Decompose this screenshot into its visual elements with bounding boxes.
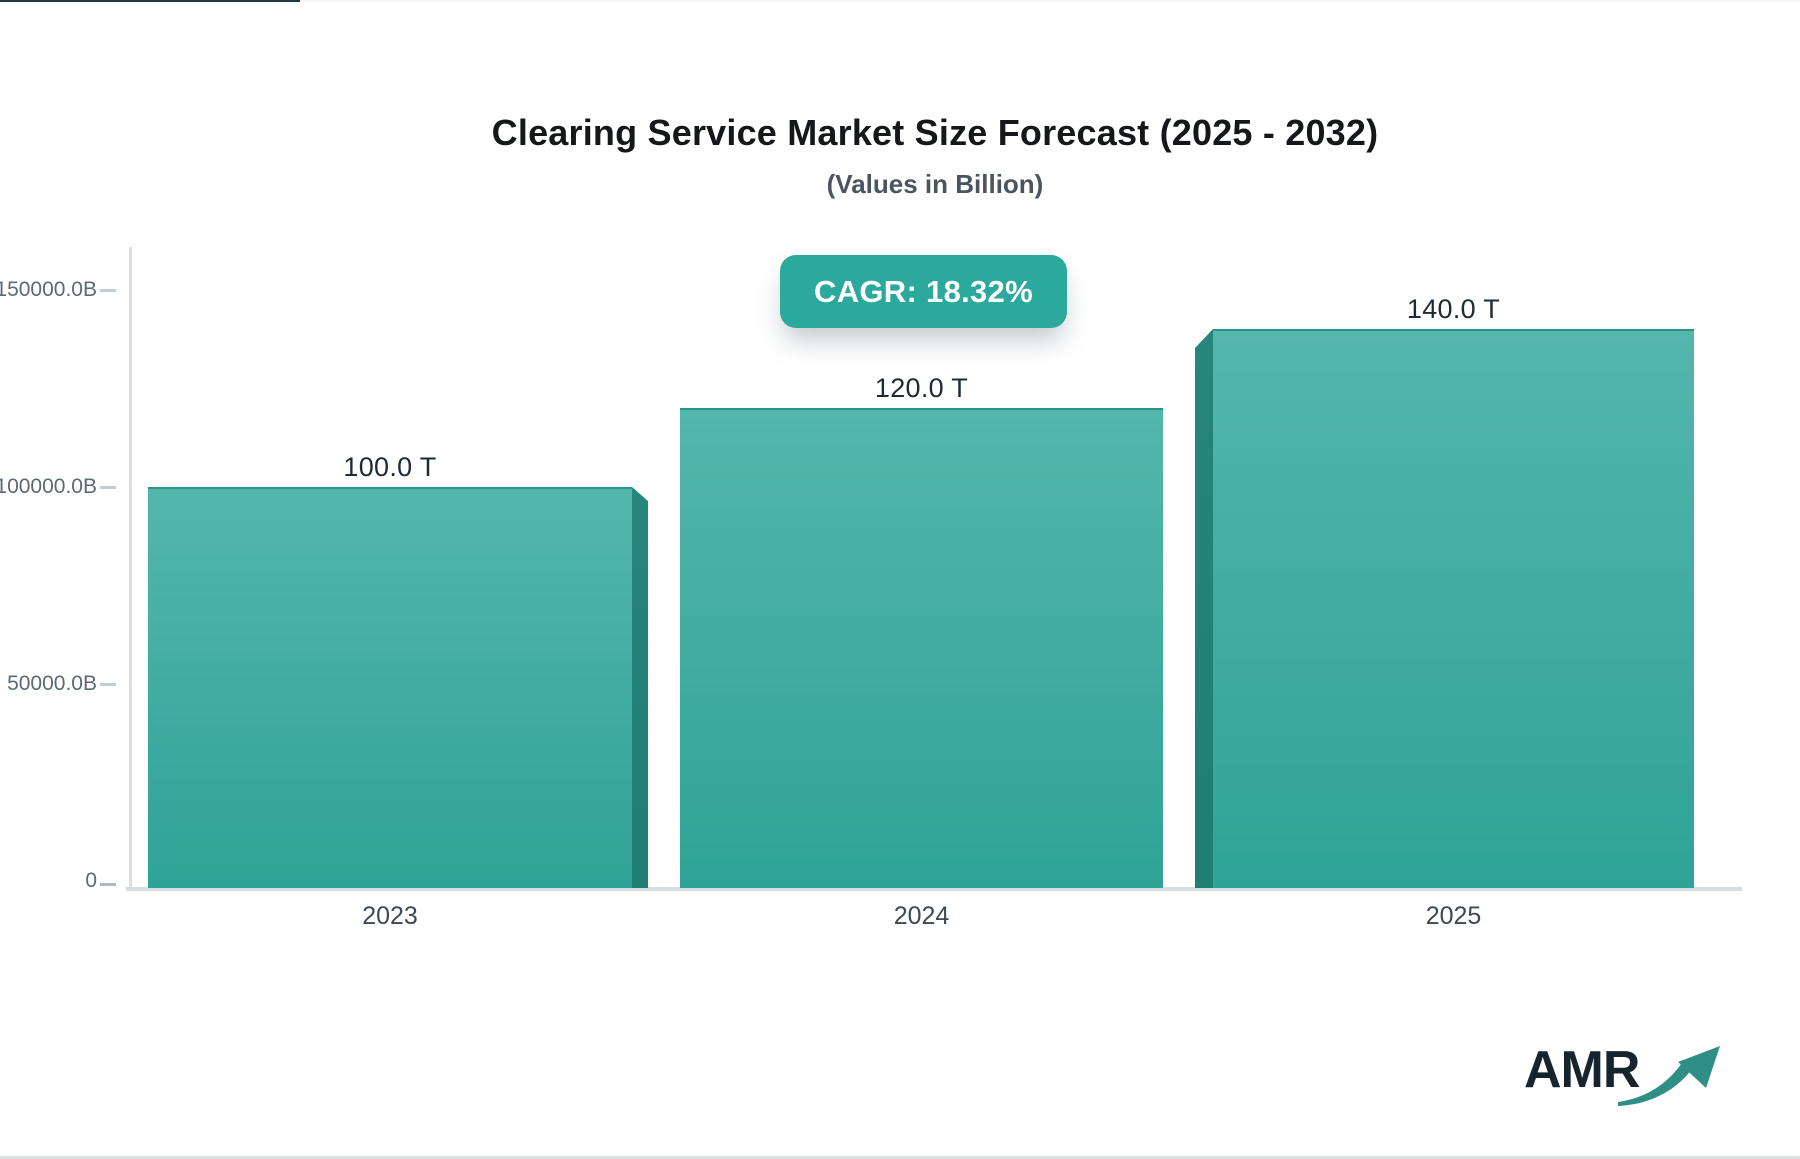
amr-logo: AMR [1524, 1040, 1734, 1114]
cagr-badge-label: CAGR: 18.32% [814, 273, 1033, 309]
y-axis-tick-label: 50000.0B [7, 672, 97, 695]
top-edge-divider [0, 0, 1800, 2]
bar-2023-value-label: 100.0 T [343, 452, 437, 482]
trending-up-arrow-icon [1618, 1046, 1720, 1106]
bar-2023-face[interactable] [148, 487, 632, 888]
chart-title: Clearing Service Market Size Forecast (2… [491, 112, 1379, 153]
x-axis-label-2024: 2024 [893, 902, 950, 930]
x-axis-label-2025: 2025 [1425, 902, 1482, 930]
y-axis-tick-label: 100000.0B [0, 475, 97, 498]
bar-2024-value-label: 120.0 T [874, 373, 969, 403]
y-axis-tick-label: 150000.0B [0, 278, 97, 301]
y-axis-tick-mark [100, 486, 116, 489]
x-axis-line [126, 887, 1742, 891]
y-axis-line [129, 247, 132, 889]
bar-2025-side-bevel [1195, 329, 1213, 888]
bar-2024[interactable]: 120.0 T [680, 373, 1163, 888]
bar-2023-side-bevel [632, 487, 648, 888]
x-axis-label-2023: 2023 [362, 902, 418, 930]
y-axis-tick-mark [100, 683, 116, 686]
top-accent-line [0, 0, 300, 2]
chart-subtitle: (Values in Billion) [826, 169, 1044, 199]
y-axis-tick-label: 0 [85, 869, 97, 892]
bar-2023[interactable]: 100.0 T [148, 452, 648, 888]
cagr-badge: CAGR: 18.32% [780, 255, 1067, 328]
bar-2025[interactable]: 140.0 T [1195, 294, 1694, 888]
y-axis-tick-mark [100, 883, 116, 886]
bar-2024-face[interactable] [680, 408, 1163, 888]
bar-2025-face[interactable] [1213, 329, 1694, 888]
amr-logo-text: AMR [1524, 1041, 1640, 1099]
bar-2025-value-label: 140.0 T [1406, 294, 1501, 324]
y-axis-tick-mark [100, 289, 116, 292]
